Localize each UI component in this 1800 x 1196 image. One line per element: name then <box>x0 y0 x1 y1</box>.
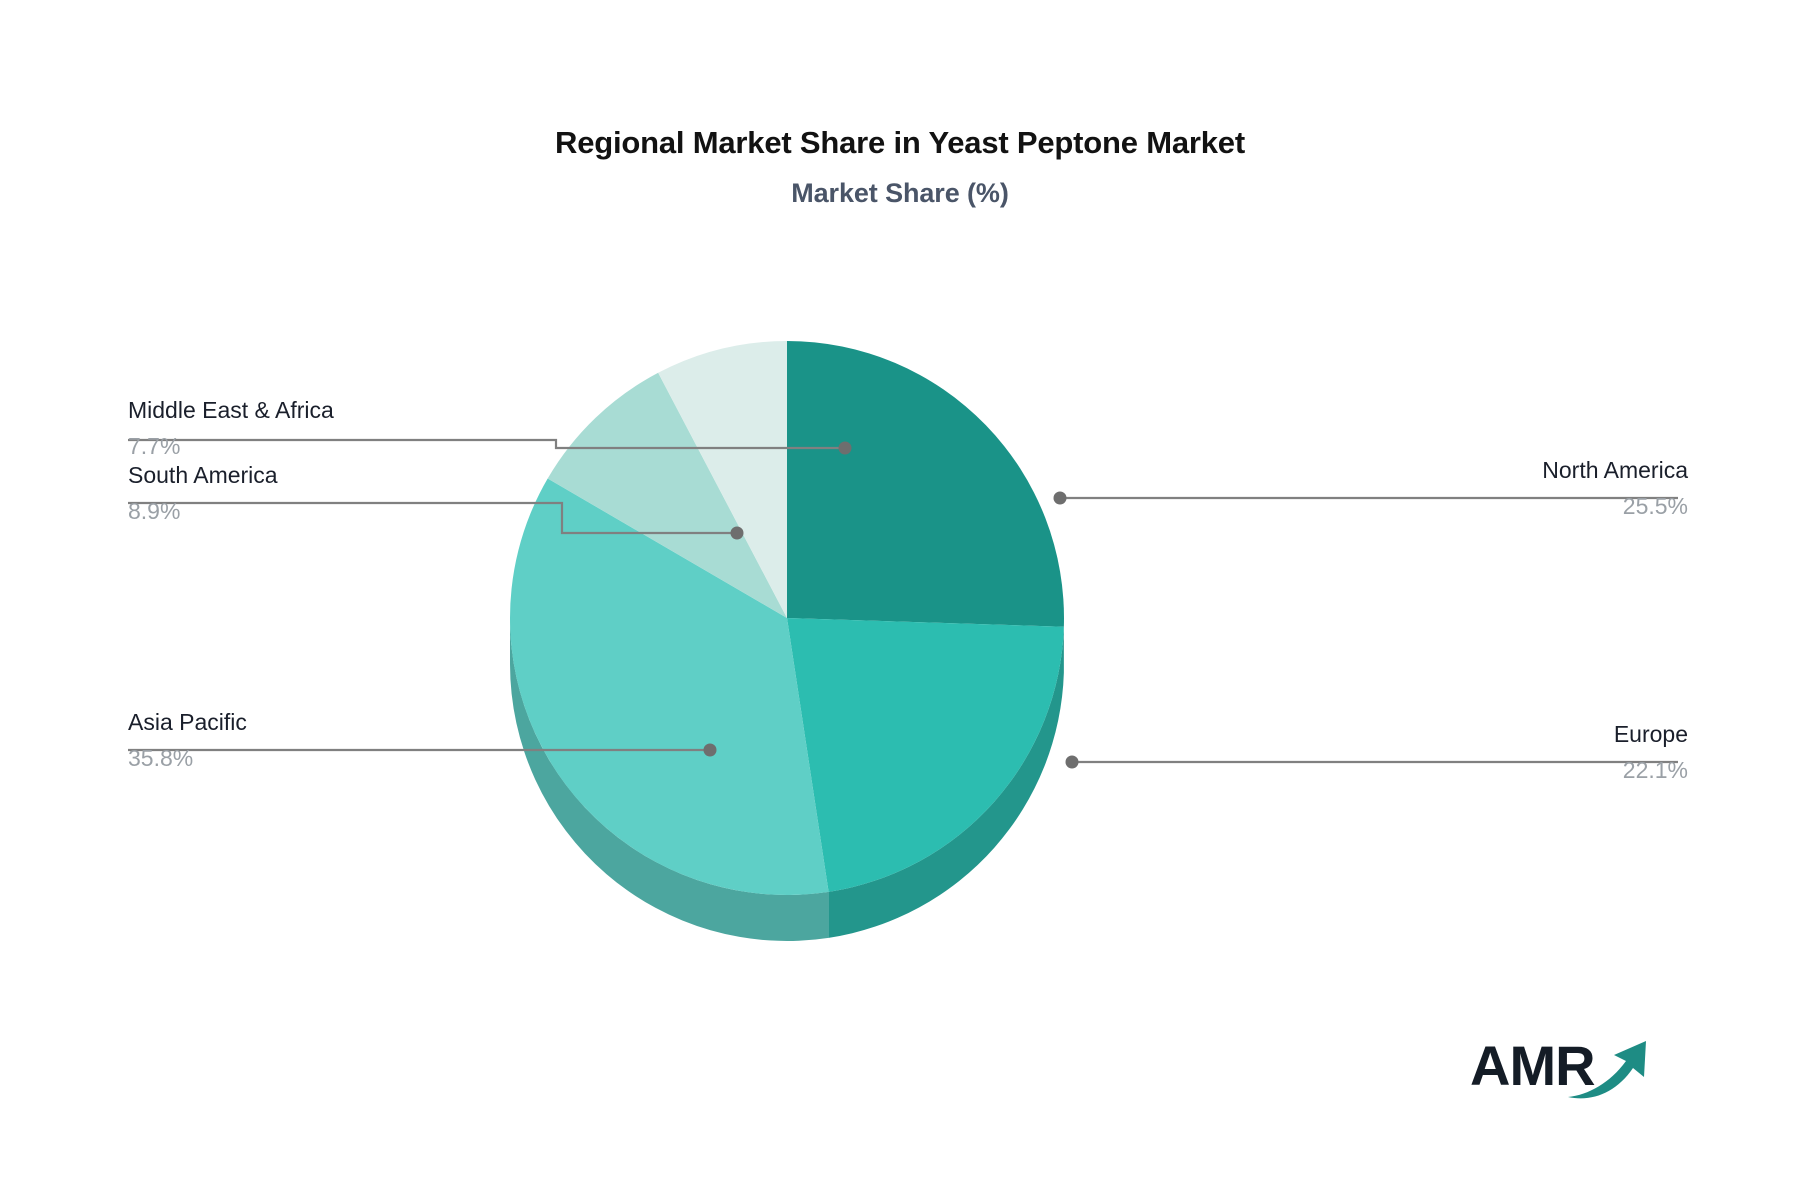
pie-depth-asia-pacific <box>510 618 829 942</box>
pie-slice-north-america <box>787 341 1064 627</box>
callout-middle-east-africa: Middle East & Africa 7.7% <box>128 399 334 458</box>
callout-value-asia-pacific: 35.8% <box>128 745 194 771</box>
amr-logo: AMR <box>1470 1035 1650 1105</box>
pie-depth-europe <box>828 626 1064 938</box>
marker-asia-pacific <box>703 743 717 757</box>
leader-line-south-america <box>128 501 737 535</box>
growth-arrow-icon <box>1568 1041 1646 1099</box>
marker-europe <box>1065 755 1079 769</box>
callout-value-south-america: 8.9% <box>128 498 181 524</box>
callout-value-europe: 22.1% <box>1622 757 1688 783</box>
callout-south-america: South America 8.9% <box>128 464 278 523</box>
callout-label-south-america: South America <box>128 462 278 488</box>
leader-markers <box>703 441 1079 769</box>
amr-logo-text: AMR <box>1470 1034 1596 1097</box>
callout-label-middle-east-africa: Middle East & Africa <box>128 397 334 423</box>
pie-slice-middle-east-africa <box>658 341 787 618</box>
leader-line-middle-east-africa <box>128 438 845 450</box>
pie-slice-asia-pacific <box>509 478 829 896</box>
chart-subtitle: Market Share (%) <box>791 178 1009 208</box>
callout-europe: Europe 22.1% <box>1614 723 1688 782</box>
callout-label-north-america: North America <box>1542 457 1688 483</box>
callout-value-middle-east-africa: 7.7% <box>128 433 181 459</box>
callout-value-north-america: 25.5% <box>1622 493 1688 519</box>
page-title: Regional Market Share in Yeast Peptone M… <box>555 125 1245 160</box>
marker-middle-east-africa <box>838 441 852 455</box>
callout-label-europe: Europe <box>1613 721 1688 747</box>
marker-north-america <box>1053 491 1067 505</box>
pie-slice-europe <box>787 618 1064 892</box>
callout-label-asia-pacific: Asia Pacific <box>128 709 247 735</box>
marker-south-america <box>730 526 744 540</box>
leader-lines <box>128 438 1678 764</box>
pie-3d-depth <box>510 618 1064 942</box>
callout-north-america: North America 25.5% <box>1542 459 1688 518</box>
pie-slice-south-america <box>547 372 787 618</box>
callout-asia-pacific: Asia Pacific 35.8% <box>128 711 247 770</box>
pie-slices <box>509 341 1064 896</box>
